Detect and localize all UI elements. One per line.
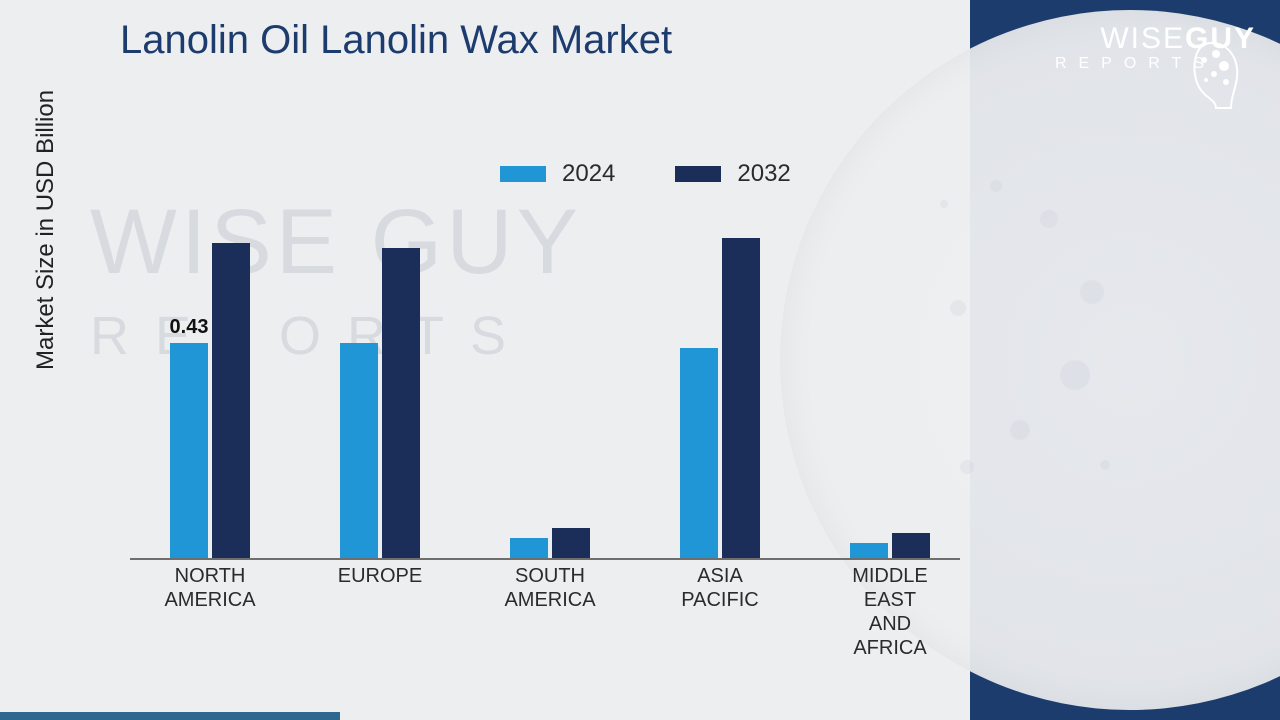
- legend-label-2032: 2032: [737, 160, 790, 188]
- bar-group: [680, 238, 760, 558]
- legend-item-2032: 2032: [675, 160, 790, 188]
- bar-2024: [850, 543, 888, 558]
- bar-2024: [510, 538, 548, 558]
- y-axis-label: Market Size in USD Billion: [32, 90, 60, 370]
- bar-group: [170, 243, 250, 558]
- brand-word-1: WISE: [1100, 22, 1185, 55]
- bar-2032: [552, 528, 590, 558]
- plot-area: 0.43: [130, 200, 960, 560]
- bar-group: [510, 528, 590, 558]
- bar-2032: [722, 238, 760, 558]
- x-category-label: SOUTHAMERICA: [470, 564, 630, 612]
- brand-head-icon: [1176, 38, 1246, 118]
- chart-legend: 2024 2032: [500, 160, 791, 188]
- bar-group: [850, 533, 930, 558]
- legend-item-2024: 2024: [500, 160, 615, 188]
- value-label: 0.43: [170, 316, 209, 339]
- bottom-accent-bar: [0, 712, 340, 720]
- chart-title: Lanolin Oil Lanolin Wax Market: [120, 18, 672, 63]
- bar-2032: [382, 248, 420, 558]
- bar-2032: [212, 243, 250, 558]
- bar-2032: [892, 533, 930, 558]
- x-category-label: MIDDLEEASTANDAFRICA: [810, 564, 970, 660]
- bar-2024: [680, 348, 718, 558]
- x-category-label: EUROPE: [300, 564, 460, 588]
- legend-label-2024: 2024: [562, 160, 615, 188]
- x-category-label: ASIAPACIFIC: [640, 564, 800, 612]
- legend-swatch-2032: [675, 166, 721, 182]
- bar-2024: [170, 343, 208, 558]
- bar-group: [340, 248, 420, 558]
- chart-area: 0.43: [110, 200, 960, 560]
- legend-swatch-2024: [500, 166, 546, 182]
- bar-2024: [340, 343, 378, 558]
- brand-logo: WISEGUY REPORTS: [1055, 24, 1256, 72]
- x-category-label: NORTHAMERICA: [130, 564, 290, 612]
- stage: WISE GUY REPORTS Lanolin Oil Lanolin Wax…: [0, 0, 1280, 720]
- x-axis-baseline: [130, 558, 960, 560]
